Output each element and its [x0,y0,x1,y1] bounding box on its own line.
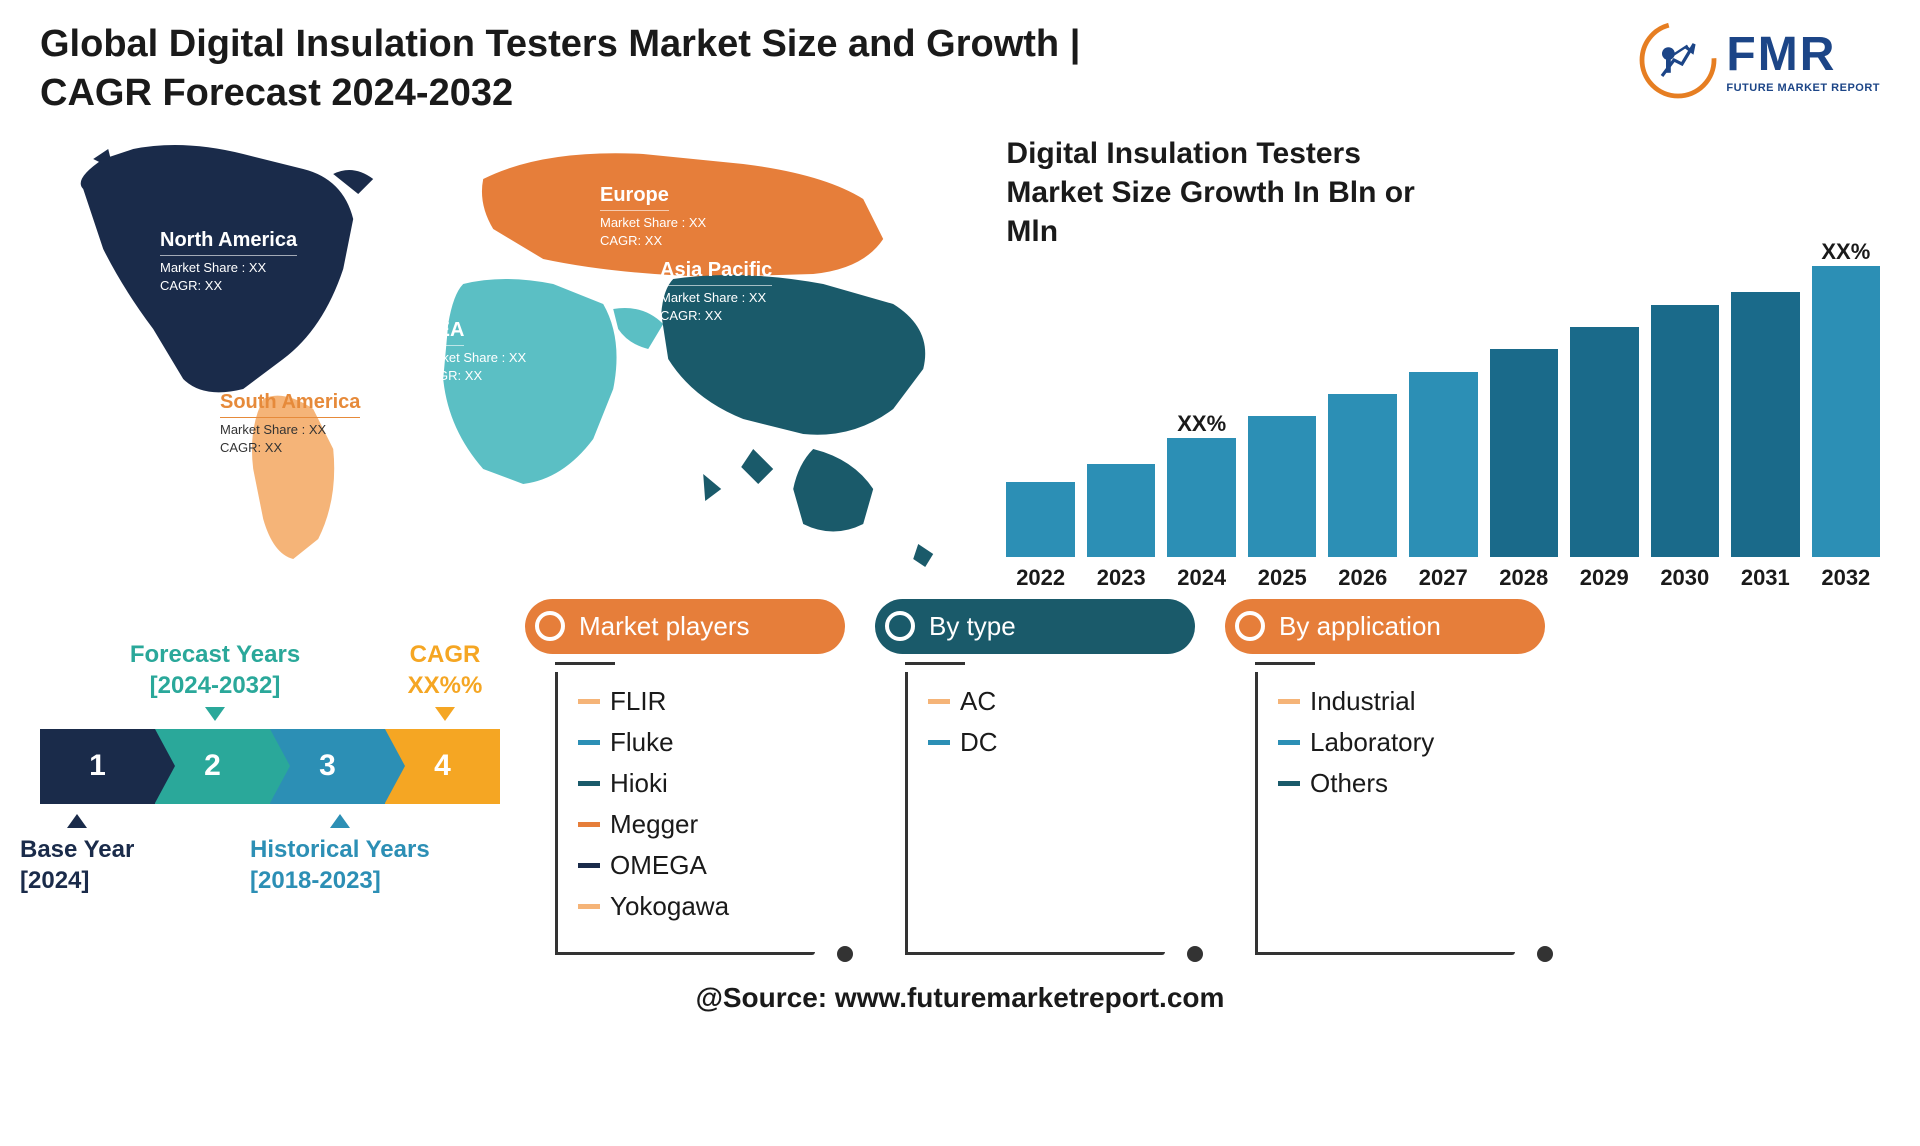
pill-title: By application [1279,611,1441,642]
pill-item-label: FLIR [610,686,666,717]
page-title: Global Digital Insulation Testers Market… [40,20,1140,119]
dash-icon [578,699,600,704]
pill-list-item: FLIR [578,686,845,717]
pill-item-label: Others [1310,768,1388,799]
dash-icon [578,781,600,786]
dash-icon [578,863,600,868]
logo-icon [1638,20,1718,100]
bar-2030: 2030 [1651,305,1720,590]
pill-header: Market players [525,599,845,654]
pill-end-dot-icon [837,946,853,962]
pill-list-item: Industrial [1278,686,1545,717]
region-label-ap: Asia PacificMarket Share : XXCAGR: XX [660,259,772,325]
bar-2026: 2026 [1328,394,1397,591]
map-nz [913,544,933,567]
pill-item-label: Industrial [1310,686,1416,717]
pill-circle-icon [885,611,915,641]
bar-chart: Digital Insulation Testers Market Size G… [1006,129,1880,569]
pill-item-label: Yokogawa [610,891,729,922]
pill-circle-icon [1235,611,1265,641]
dash-icon [578,740,600,745]
pill-item-label: Megger [610,809,698,840]
timeline-bot-label: Base Year[2024] [20,814,134,896]
region-label-mea: MEAMarket Share : XXCAGR: XX [420,319,526,385]
chart-title: Digital Insulation Testers Market Size G… [1006,134,1456,251]
pill-header: By application [1225,599,1545,654]
pill-body: Industrial Laboratory Others [1255,672,1545,952]
pill-list-item: Megger [578,809,845,840]
bar-2031: 2031 [1731,292,1800,591]
dash-icon [928,699,950,704]
pill-circle-icon [535,611,565,641]
pill-item-label: Fluke [610,727,674,758]
pill-item-label: Laboratory [1310,727,1434,758]
pill-list-item: DC [928,727,1195,758]
pill-title: By type [929,611,1016,642]
dash-icon [928,740,950,745]
bar-2027: 2027 [1409,372,1478,591]
region-label-na: North AmericaMarket Share : XXCAGR: XX [160,229,297,295]
timeline-top-label: CAGRXX%% [355,639,535,721]
pill-header: By type [875,599,1195,654]
pill-list-item: Fluke [578,727,845,758]
pill-section-2: By application Industrial Laboratory Others [1225,599,1545,952]
pill-item-label: DC [960,727,998,758]
region-label-eu: EuropeMarket Share : XXCAGR: XX [600,184,706,250]
pill-item-label: OMEGA [610,850,707,881]
bar-annotation: XX% [1177,411,1226,437]
timeline-bot-label: Historical Years[2018-2023] [250,814,430,896]
source-text: @Source: www.futuremarketreport.com [40,982,1880,1014]
bar-2023: 2023 [1087,464,1156,591]
timeline: Forecast Years[2024-2032]CAGRXX%% 1234 B… [40,599,500,914]
fmr-logo: FMR FUTURE MARKET REPORT [1638,20,1880,100]
bar-2024: 2024XX% [1167,438,1236,591]
bar-2022: 2022 [1006,482,1075,591]
bar-2025: 2025 [1248,416,1317,591]
pill-list-item: Hioki [578,768,845,799]
bar-2029: 2029 [1570,327,1639,590]
pill-list-item: Others [1278,768,1545,799]
dash-icon [578,822,600,827]
pill-end-dot-icon [1537,946,1553,962]
dash-icon [1278,740,1300,745]
bar-annotation: XX% [1821,239,1870,265]
pill-item-label: Hioki [610,768,668,799]
pill-end-dot-icon [1187,946,1203,962]
bar-2032: 2032XX% [1812,266,1881,591]
pill-list-item: AC [928,686,1195,717]
bar-2028: 2028 [1490,349,1559,590]
world-map: North AmericaMarket Share : XXCAGR: XX So… [40,129,986,569]
pill-list-item: Yokogawa [578,891,845,922]
dash-icon [1278,699,1300,704]
timeline-seg-1: 1 [40,729,155,804]
timeline-top-label: Forecast Years[2024-2032] [125,639,305,721]
pill-list-item: Laboratory [1278,727,1545,758]
pill-body: AC DC [905,672,1195,952]
logo-sub-text: FUTURE MARKET REPORT [1726,82,1880,94]
dash-icon [578,904,600,909]
region-label-sa: South AmericaMarket Share : XXCAGR: XX [220,391,360,457]
logo-main-text: FMR [1726,27,1880,82]
pill-body: FLIR Fluke Hioki Megger OMEGA Yokogawa [555,672,845,952]
pill-title: Market players [579,611,750,642]
dash-icon [1278,781,1300,786]
pill-section-1: By type AC DC [875,599,1195,952]
pill-list-item: OMEGA [578,850,845,881]
pill-section-0: Market players FLIR Fluke Hioki Megger OMEGA Y… [525,599,845,952]
pill-item-label: AC [960,686,996,717]
